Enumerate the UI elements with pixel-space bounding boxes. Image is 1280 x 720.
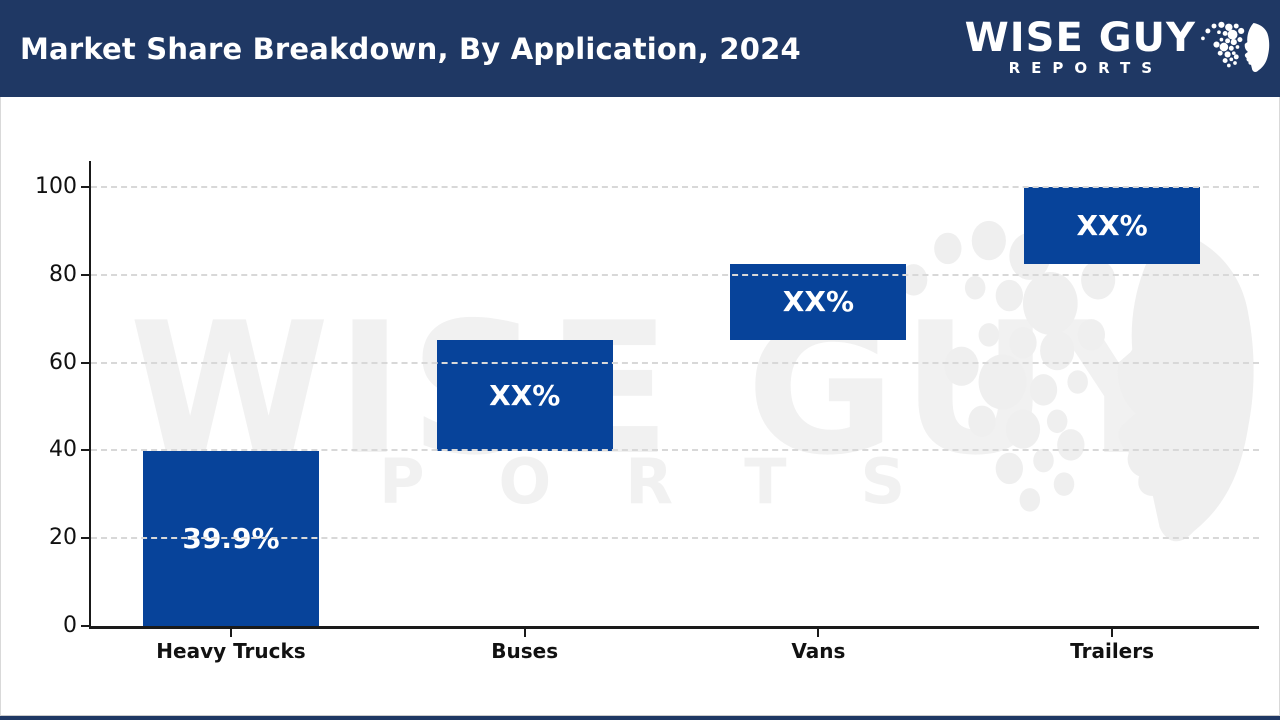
bar-value-label: XX% [489, 378, 561, 412]
x-tick-2 [523, 629, 526, 637]
y-axis-line [89, 161, 91, 628]
x-tick-1 [230, 629, 232, 637]
y-tick-label-80: 80 [49, 261, 77, 287]
bar-vans: XX% [730, 263, 907, 340]
x-tick-4 [1111, 629, 1114, 637]
y-tick-60 [81, 361, 89, 364]
brand-name: WISE GUY [964, 15, 1196, 61]
y-tick-40 [81, 449, 89, 452]
watermark-face-icon [876, 220, 1254, 542]
x-axis-line [89, 626, 1259, 629]
x-category-label-4: Trailers [1070, 639, 1155, 663]
gridline-80 [91, 273, 1259, 276]
y-tick-label-60: 60 [49, 349, 77, 375]
y-tick-label-0: 0 [63, 613, 77, 638]
gridline-60 [91, 361, 1259, 364]
y-tick-label-20: 20 [49, 525, 77, 551]
logo-face-icon [1201, 21, 1270, 73]
footer-bar [0, 716, 1280, 720]
brand-subname: REPORTS [1008, 59, 1164, 77]
brand-logo-text: WISE GUY REPORTS [965, 17, 1196, 77]
y-tick-80 [81, 273, 89, 276]
gridline-40 [91, 449, 1259, 452]
x-category-label-2: Buses [491, 639, 559, 663]
gridline-20 [91, 537, 1259, 540]
bar-value-label: XX% [782, 285, 854, 319]
bar-buses: XX% [436, 339, 613, 451]
y-tick-100 [81, 186, 89, 188]
plot-region: 0 20 40 60 80 100 39.9% XX% XX% XX% Heavy Trucks Bu… [1, 97, 1280, 716]
bar-trailers: XX% [1024, 187, 1201, 264]
y-tick-label-100: 100 [35, 174, 77, 199]
x-category-label-1: Heavy Trucks [156, 639, 306, 663]
chart-area: WISE GUY REPORTS 0 20 40 60 80 100 39.9% XX% XX%… [0, 97, 1280, 716]
chart-title: Market Share Breakdown, By Application, … [20, 31, 801, 66]
x-category-label-3: Vans [791, 639, 846, 663]
brand-logo: WISE GUY REPORTS [965, 6, 1272, 88]
y-tick-0 [81, 625, 89, 627]
y-tick-label-40: 40 [49, 437, 77, 463]
header-bar: Market Share Breakdown, By Application, … [0, 0, 1280, 97]
gridline-100 [91, 186, 1259, 188]
y-tick-20 [81, 537, 89, 540]
bar-value-label: XX% [1076, 208, 1148, 242]
x-tick-3 [817, 629, 820, 637]
